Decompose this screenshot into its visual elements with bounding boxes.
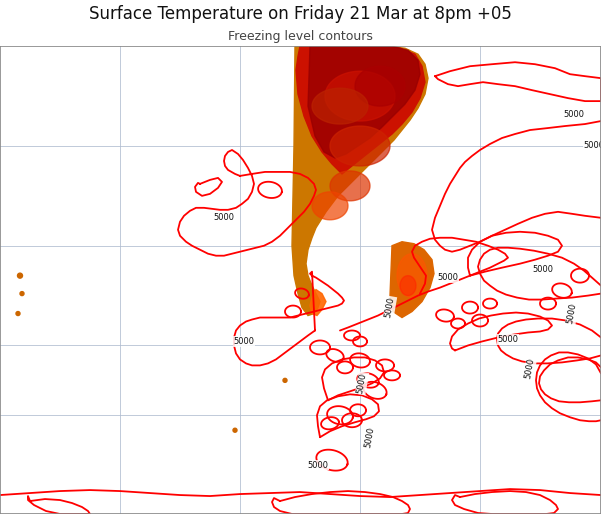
Text: 5000: 5000	[564, 109, 585, 119]
Polygon shape	[310, 289, 326, 316]
Polygon shape	[397, 254, 427, 298]
Polygon shape	[292, 46, 428, 316]
Text: 5000: 5000	[356, 372, 368, 394]
Text: 5000: 5000	[364, 426, 376, 448]
Polygon shape	[312, 88, 368, 124]
Text: 5000: 5000	[532, 265, 554, 274]
Text: 5000: 5000	[523, 357, 536, 379]
Circle shape	[20, 291, 24, 296]
Text: 5000: 5000	[498, 335, 519, 344]
Polygon shape	[325, 71, 395, 121]
Polygon shape	[355, 66, 405, 106]
Circle shape	[16, 311, 20, 316]
Polygon shape	[312, 192, 348, 220]
Polygon shape	[330, 171, 370, 201]
Circle shape	[17, 273, 22, 278]
Polygon shape	[308, 46, 420, 158]
Text: 5000: 5000	[308, 461, 329, 470]
Circle shape	[233, 428, 237, 432]
Text: 5000: 5000	[566, 302, 578, 325]
Text: 5000: 5000	[213, 213, 234, 222]
Text: 5000: 5000	[438, 273, 459, 282]
Polygon shape	[296, 46, 425, 174]
Text: 5000: 5000	[384, 297, 396, 319]
Polygon shape	[390, 242, 434, 318]
Polygon shape	[330, 126, 390, 166]
Text: 5000: 5000	[584, 141, 601, 151]
Polygon shape	[400, 276, 416, 296]
Circle shape	[283, 378, 287, 382]
Text: Surface Temperature on Friday 21 Mar at 8pm +05: Surface Temperature on Friday 21 Mar at …	[89, 5, 512, 23]
Text: 5000: 5000	[234, 337, 254, 346]
Text: Freezing level contours: Freezing level contours	[228, 30, 373, 43]
